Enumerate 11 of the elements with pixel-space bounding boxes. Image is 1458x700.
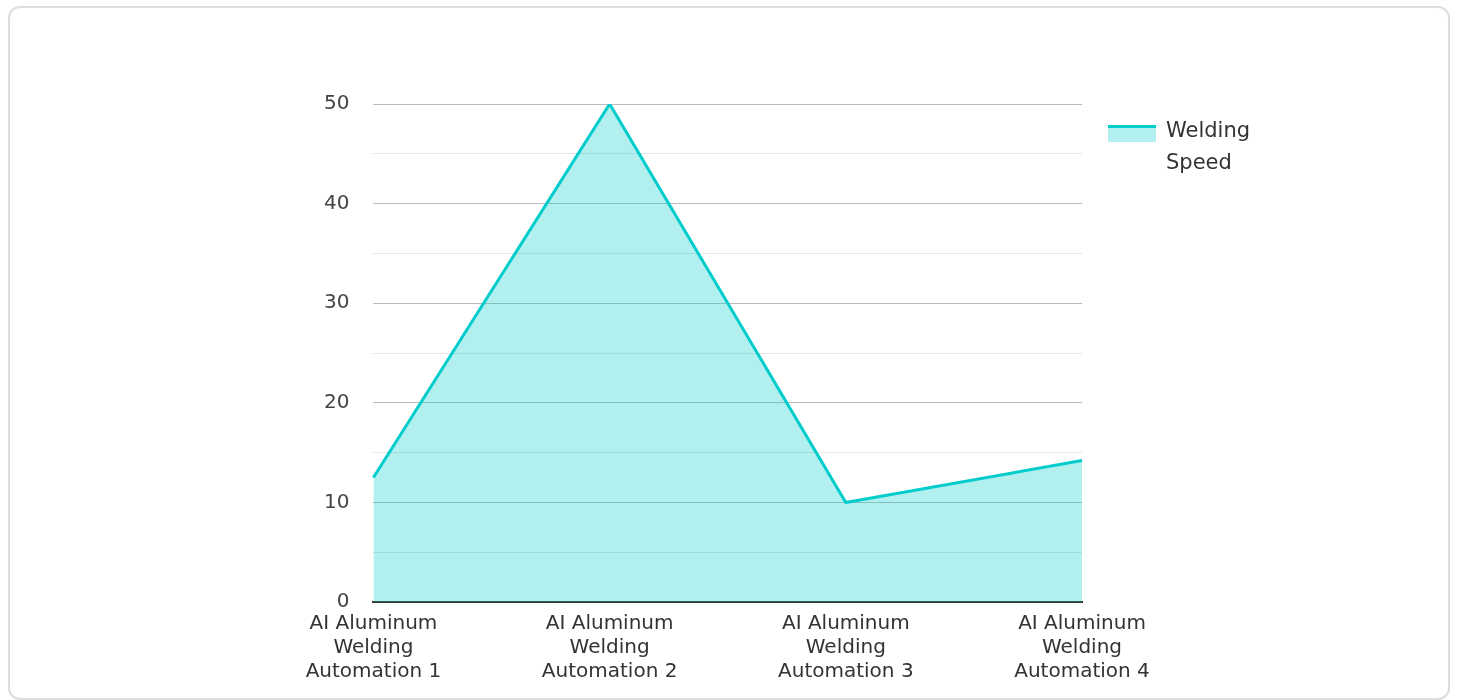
x-tick-label: AI Aluminum Welding Automation 3 [778, 610, 914, 683]
y-tick-label: 40 [324, 189, 350, 214]
x-tick-label: AI Aluminum Welding Automation 2 [541, 610, 678, 683]
y-tick-label: 30 [324, 289, 350, 314]
legend-label: Welding Speed [1166, 117, 1252, 176]
y-tick-label: 20 [324, 389, 350, 413]
y-tick-label: 0 [336, 588, 350, 613]
y-tick-label: 10 [324, 488, 350, 513]
y-tick-label: 50 [324, 90, 350, 115]
x-tick-label: AI Aluminum Welding Automation 1 [305, 610, 442, 683]
x-tick-label: AI Aluminum Welding Automation 4 [1014, 610, 1150, 683]
